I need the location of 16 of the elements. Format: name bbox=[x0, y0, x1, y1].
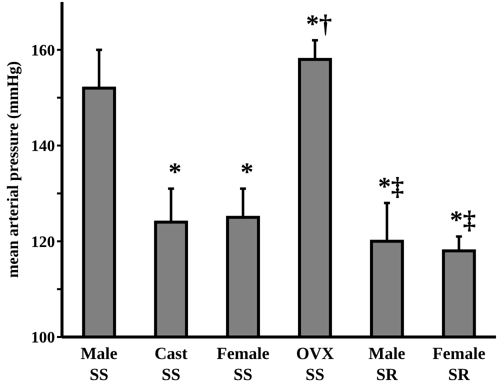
annotation: * bbox=[168, 158, 182, 187]
y-axis-title: mean arterial pressure (mmHg) bbox=[5, 61, 22, 278]
x-tick-label: Male SS bbox=[80, 344, 118, 384]
y-tick-label: 160 bbox=[31, 42, 55, 60]
x-tick-label: Female SR bbox=[432, 344, 486, 384]
x-tick-label: Female SS bbox=[216, 344, 270, 384]
y-tick-label: 140 bbox=[31, 138, 55, 156]
y-tick-label: 100 bbox=[31, 330, 55, 347]
annotation: *‡ bbox=[450, 206, 476, 234]
x-tick-label: Male SR bbox=[368, 344, 406, 384]
annotation: * bbox=[240, 158, 254, 187]
x-tick-label: Cast SS bbox=[154, 344, 188, 384]
x-tick-label: OVX SS bbox=[296, 344, 335, 384]
annotation: *† bbox=[306, 9, 332, 38]
annotation: *‡ bbox=[378, 172, 404, 201]
y-tick-label: 120 bbox=[31, 234, 55, 251]
